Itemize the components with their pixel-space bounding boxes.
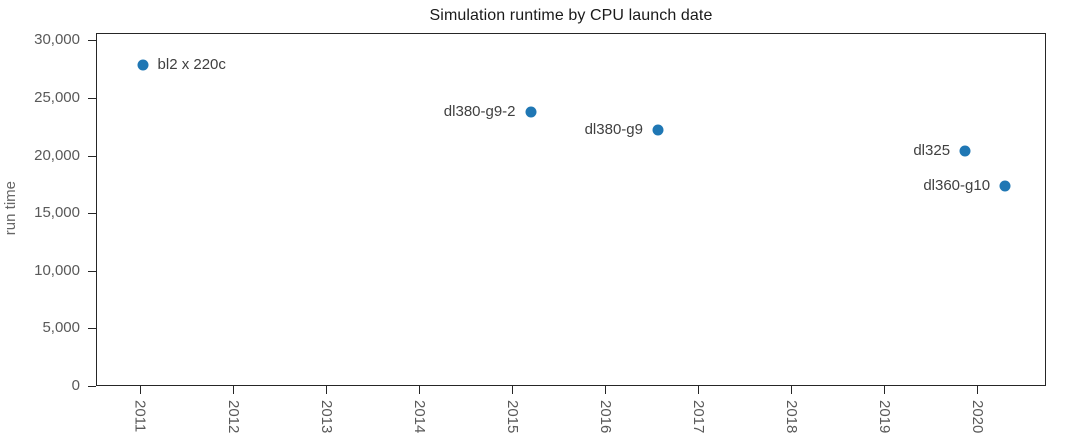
x-tick-label: 2012 — [224, 400, 242, 434]
y-tick-label: 15,000 — [34, 204, 80, 222]
data-point-marker — [999, 180, 1011, 192]
y-tick-label: 25,000 — [34, 89, 80, 107]
x-tick-label: 2017 — [690, 400, 707, 434]
x-tick-label: 2015 — [503, 400, 521, 434]
data-point-marker — [959, 145, 971, 157]
data-point-label: dl360-g10 — [923, 176, 991, 194]
x-tick-mark — [884, 386, 886, 394]
data-point-marker — [525, 106, 537, 118]
data-point-label: dl325 — [913, 141, 951, 159]
x-tick-mark — [418, 386, 420, 394]
x-tick-mark — [139, 386, 141, 394]
y-tick-mark — [88, 213, 96, 215]
x-tick-mark — [325, 386, 327, 394]
x-tick-mark — [232, 386, 234, 394]
data-point-marker — [652, 124, 664, 136]
x-tick-label: 2018 — [783, 400, 801, 434]
chart-title: Simulation runtime by CPU launch date — [429, 7, 713, 24]
y-tick-mark — [88, 386, 96, 387]
data-point-label: bl2 x 220c — [157, 55, 226, 73]
y-tick-mark — [88, 40, 96, 42]
y-tick-label: 0 — [71, 377, 80, 394]
y-tick-label: 20,000 — [34, 146, 80, 164]
x-tick-mark — [791, 386, 793, 394]
data-point-label: dl380-g9 — [584, 120, 643, 138]
x-tick-label: 2011 — [131, 400, 149, 433]
y-tick-label: 30,000 — [34, 31, 80, 49]
x-tick-label: 2013 — [317, 400, 335, 434]
y-tick-mark — [88, 328, 96, 330]
y-tick-mark — [88, 270, 96, 272]
y-tick-mark — [88, 98, 96, 100]
x-tick-mark — [977, 386, 979, 394]
data-point-label: dl380-g9-2 — [443, 102, 516, 120]
x-tick-label: 2014 — [410, 400, 428, 434]
y-tick-label: 10,000 — [34, 261, 80, 279]
x-tick-mark — [511, 386, 513, 394]
x-tick-label: 2019 — [876, 400, 894, 434]
x-tick-label: 2020 — [969, 400, 987, 434]
data-point-marker — [137, 59, 149, 71]
x-tick-mark — [698, 386, 699, 394]
x-tick-mark — [604, 386, 606, 394]
plot-area — [96, 33, 1046, 386]
y-tick-mark — [88, 155, 96, 157]
x-tick-label: 2016 — [596, 400, 614, 434]
y-tick-label: 5,000 — [42, 319, 80, 337]
